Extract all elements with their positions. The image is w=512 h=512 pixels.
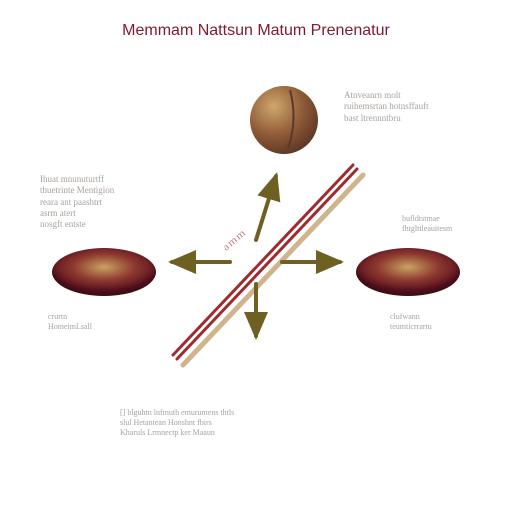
diagram-title: Memmam Nattsun Matum Prenenatur: [122, 22, 390, 40]
right-disc: [356, 248, 460, 296]
footnote: [] blguhtn lnfmuth emurumens thtls slul …: [120, 408, 234, 438]
left-disc: [52, 248, 156, 296]
annotation-mid-right: bufldtstmaefhtglttleauitesm: [402, 214, 452, 234]
annotation-mid-left: Ihuat mnunuturtffthuetrinte Mentigionrea…: [40, 174, 114, 230]
caption-right: clufwannteumticrrartu: [390, 312, 432, 332]
top-sphere: [250, 86, 318, 154]
caption-left: crurtnHomeimLsall: [48, 312, 92, 332]
axis-label: amm: [221, 227, 249, 253]
diagram-canvas: Memmam Nattsun Matum Prenenatur amm Atnv…: [0, 0, 512, 512]
annotation-top-right: Atnveanrn moltruihemsrtan hotnsffauftbas…: [344, 90, 429, 124]
